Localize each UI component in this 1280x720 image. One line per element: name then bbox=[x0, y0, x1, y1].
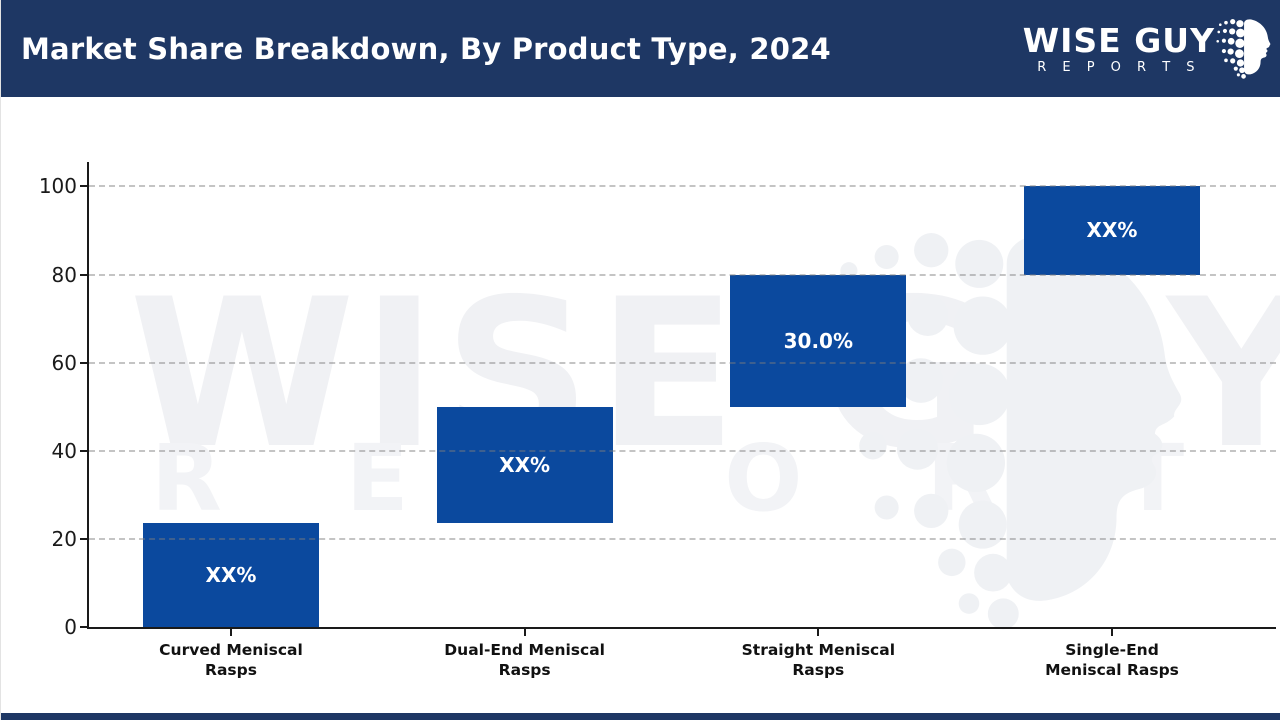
wiseguy-logo-line1: WISE GUY bbox=[1022, 20, 1215, 60]
gridline-20 bbox=[89, 537, 1276, 540]
bar-dual-end-meniscal-rasps bbox=[436, 406, 613, 524]
bar-label-straight-meniscal-rasps: 30.0% bbox=[783, 328, 854, 353]
y-tick-mark-60 bbox=[80, 361, 89, 364]
x-axis-line bbox=[87, 627, 1276, 629]
bar-straight-meniscal-rasps bbox=[730, 274, 907, 407]
x-category-label-curved-meniscal-rasps: Curved Meniscal Rasps bbox=[159, 641, 303, 679]
gridline-100 bbox=[89, 185, 1276, 188]
bar-curved-meniscal-rasps bbox=[143, 523, 319, 627]
gridline-60 bbox=[89, 361, 1276, 364]
y-tick-label-60: 60 bbox=[51, 350, 77, 375]
bar-label-curved-meniscal-rasps: XX% bbox=[205, 563, 257, 588]
wiseguy-logo-text: WISE GUY R E P O R T S bbox=[1022, 20, 1215, 76]
bar-label-single-end-meniscal-rasps: XX% bbox=[1086, 218, 1138, 243]
x-tick-mark-dual-end-meniscal-rasps bbox=[523, 627, 526, 636]
gridline-80 bbox=[89, 273, 1276, 276]
chart-plot-area: WISE GUY R E P O R T S 020406080100XX%XX… bbox=[1, 97, 1280, 713]
page-title: Market Share Breakdown, By Product Type,… bbox=[21, 32, 831, 66]
y-tick-label-80: 80 bbox=[51, 262, 77, 287]
footer-bar bbox=[1, 713, 1280, 720]
bar-single-end-meniscal-rasps bbox=[1024, 186, 1200, 275]
header-bar: Market Share Breakdown, By Product Type,… bbox=[1, 0, 1280, 97]
y-tick-label-0: 0 bbox=[64, 615, 77, 639]
x-category-label-single-end-meniscal-rasps: Single-End Meniscal Rasps bbox=[1045, 641, 1179, 679]
y-tick-mark-0 bbox=[80, 626, 89, 628]
y-tick-label-100: 100 bbox=[38, 174, 77, 199]
x-category-label-straight-meniscal-rasps: Straight Meniscal Rasps bbox=[741, 641, 896, 679]
y-tick-mark-20 bbox=[80, 537, 89, 540]
y-axis-line bbox=[87, 162, 89, 629]
y-tick-label-40: 40 bbox=[51, 438, 77, 463]
y-tick-mark-40 bbox=[80, 449, 89, 452]
x-tick-mark-single-end-meniscal-rasps bbox=[1111, 627, 1113, 636]
x-category-label-dual-end-meniscal-rasps: Dual-End Meniscal Rasps bbox=[444, 641, 605, 679]
x-tick-mark-straight-meniscal-rasps bbox=[817, 627, 820, 636]
wiseguy-logo: WISE GUY R E P O R T S bbox=[1023, 7, 1273, 91]
y-tick-label-20: 20 bbox=[51, 526, 77, 551]
x-tick-mark-curved-meniscal-rasps bbox=[230, 627, 232, 636]
wiseguy-logo-line2: R E P O R T S bbox=[1037, 59, 1201, 75]
wiseguy-head-icon bbox=[1211, 10, 1273, 88]
bar-label-dual-end-meniscal-rasps: XX% bbox=[499, 453, 551, 478]
y-tick-mark-80 bbox=[80, 273, 89, 276]
gridline-40 bbox=[89, 449, 1276, 452]
y-tick-mark-100 bbox=[80, 185, 89, 188]
